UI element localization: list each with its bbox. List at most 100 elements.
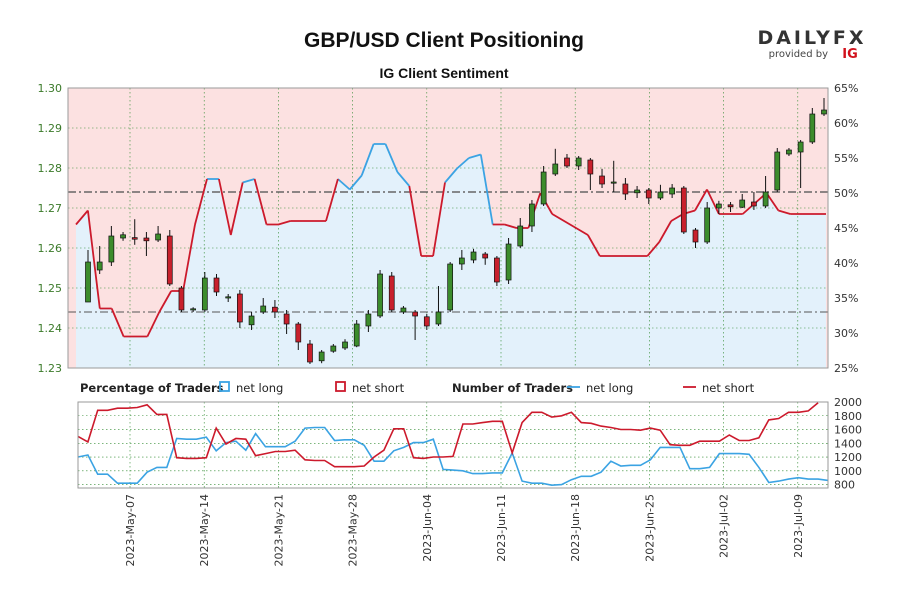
price-candle [645,188,652,204]
price-candle [190,307,196,312]
price-tick-label: 1.23 [38,362,63,375]
price-candle [166,230,173,286]
price-candle [237,290,243,328]
price-candle [85,250,91,303]
price-candle [727,202,734,212]
percent-tick-label: 30% [834,327,858,340]
price-candle [716,200,722,214]
price-candle [155,226,161,242]
dailyfx-logo: DAILYFX provided by IG [757,27,866,62]
price-candle [458,250,465,270]
price-candle [517,218,524,248]
date-tick-label: 2023-May-28 [347,494,360,566]
date-tick-label: 2023-Jun-25 [643,494,656,562]
count-tick-label: 1600 [834,424,862,437]
price-candle [494,256,500,286]
price-candle [423,314,430,330]
trader-count-panel-frame [77,401,829,489]
percent-tick-label: 45% [834,222,858,235]
count-tick-label: 1400 [834,437,862,450]
price-candle [120,232,126,241]
percent-tick-label: 25% [834,362,858,375]
price-candle [435,286,442,326]
count-tick-label: 1200 [834,451,862,464]
price-tick-label: 1.29 [38,122,63,135]
date-tick-label: 2023-May-21 [272,494,285,566]
percent-axis-ticks: 65% 60% 55% 50% 45% 40% 35% 30% 25% [834,82,858,375]
trader-count-gridlines [78,401,828,488]
ig-logo-text: IG [842,47,858,62]
price-candle [680,186,687,234]
percent-tick-label: 40% [834,257,858,270]
date-tick-label: 2023-Jun-04 [421,494,434,562]
price-candle [739,194,746,208]
price-tick-label: 1.25 [38,282,63,295]
price-candle [272,300,278,318]
price-candle [809,108,816,144]
price-candle [412,310,418,340]
date-tick-label: 2023-Jun-18 [569,494,582,562]
chart-subtitle: IG Client Sentiment [379,65,508,81]
chart-title: GBP/USD Client Positioning [304,29,584,52]
price-candle [669,184,675,198]
price-candle [342,339,348,350]
count-tick-label: 800 [834,479,855,492]
price-axis-ticks: 1.30 1.29 1.28 1.27 1.26 1.25 1.24 1.23 [38,82,63,375]
legend-pct-long-label: net long [236,381,283,395]
provided-by-text: provided by [769,49,828,60]
price-candle [821,98,827,116]
price-candle [283,310,290,334]
price-tick-label: 1.30 [38,82,63,95]
percent-tick-label: 35% [834,292,858,305]
count-tick-label: 1800 [834,410,862,423]
date-tick-label: 2023-May-07 [124,494,137,566]
price-candles [85,98,827,364]
price-candle [692,228,699,248]
date-tick-label: 2023-Jun-11 [495,494,508,562]
price-candle [552,148,559,176]
price-candle [96,246,103,274]
price-candle [786,148,792,156]
price-candle [178,286,185,312]
price-candle [704,202,711,244]
net-long-percentage-line [207,143,494,225]
percent-tick-label: 55% [834,152,858,165]
percent-tick-label: 50% [834,187,858,200]
price-candle [634,186,640,198]
price-candle [564,154,570,168]
price-candle [470,248,477,264]
price-candle [657,184,664,200]
date-tick-label: 2023-Jul-09 [792,494,805,558]
net-short-count-line [77,402,819,468]
price-candle [260,298,267,314]
price-candle [400,306,407,314]
net-long-count-line [77,426,829,487]
legend-num-long-label: net long [586,381,633,395]
price-candle [143,232,150,256]
price-candle [248,312,255,330]
price-tick-label: 1.26 [38,242,63,255]
dailyfx-logo-text: DAILYFX [757,27,866,49]
legend-number-heading: Number of Traders [452,381,573,395]
legend-percentage-heading: Percentage of Traders [80,381,224,395]
price-candle [622,178,629,200]
legend-pct-long-swatch [219,381,230,392]
percent-tick-label: 65% [834,82,858,95]
price-candle [131,219,138,245]
price-candle [377,270,383,318]
reference-lines [68,191,828,313]
price-panel-frame [67,87,829,369]
price-candle [225,294,232,302]
price-sentiment-panel: 1.30 1.29 1.28 1.27 1.26 1.25 1.24 1.23 65% 60% 5… [38,82,859,375]
price-candle [529,200,535,232]
net-short-percentage-line [75,178,826,338]
price-candle [318,350,325,364]
price-tick-label: 1.27 [38,202,63,215]
price-candle [599,168,605,188]
price-candle [610,160,617,192]
price-candle [587,158,594,190]
price-candle [774,148,781,192]
price-candle [330,344,337,353]
